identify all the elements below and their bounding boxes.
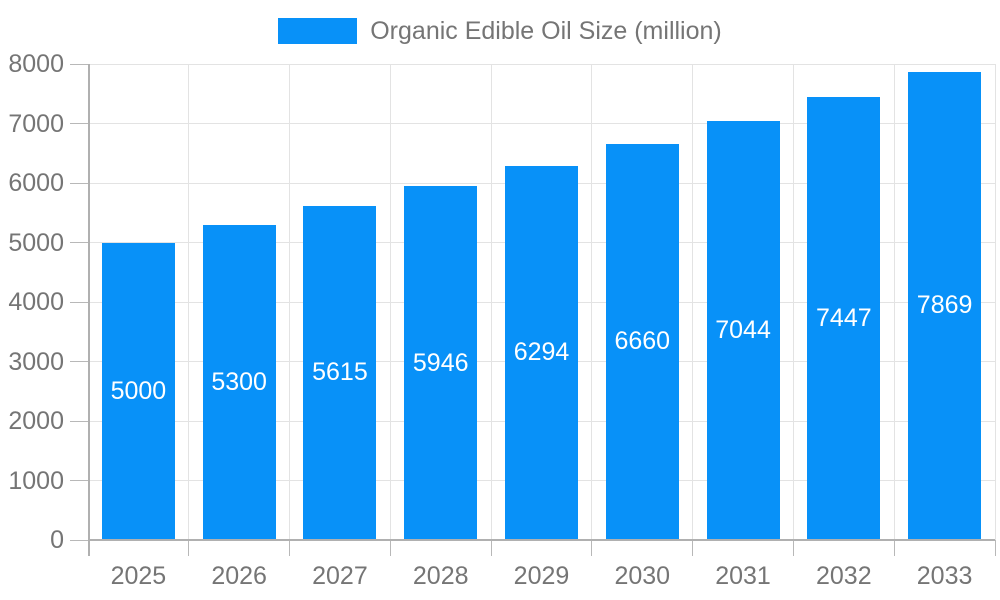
y-axis-label: 0: [50, 526, 64, 554]
y-axis-label: 6000: [8, 169, 64, 197]
y-axis-tick: [70, 480, 88, 481]
legend[interactable]: Organic Edible Oil Size (million): [0, 17, 1000, 45]
y-axis-label: 7000: [8, 109, 64, 138]
gridline-horizontal: [88, 63, 995, 65]
bar-2027[interactable]: 5615: [303, 205, 377, 540]
gridline-vertical: [792, 64, 794, 540]
bar-value-label: 7044: [715, 315, 771, 344]
bar-2026[interactable]: 5300: [202, 224, 276, 540]
bar-2032[interactable]: 7447: [807, 96, 881, 540]
bar-value-label: 7447: [816, 303, 872, 332]
x-axis-tick: [188, 540, 190, 556]
bar-2025[interactable]: 5000: [101, 242, 175, 540]
x-axis-tick: [389, 540, 391, 556]
x-axis-tick: [893, 540, 895, 556]
x-axis-label: 2027: [312, 562, 368, 590]
gridline-horizontal: [88, 123, 995, 124]
bar-value-label: 5615: [312, 358, 368, 387]
x-axis-tick: [792, 540, 794, 556]
x-axis-label: 2029: [513, 562, 570, 590]
bar-2031[interactable]: 7044: [706, 120, 780, 540]
gridline-vertical: [994, 64, 996, 540]
legend-swatch-icon: [278, 18, 358, 44]
bar-value-label: 7869: [916, 291, 973, 320]
x-axis-label: 2031: [715, 562, 771, 590]
bar-value-label: 5300: [211, 367, 267, 396]
y-axis-line: [88, 64, 90, 556]
y-axis-label: 1000: [8, 466, 64, 495]
y-axis-label: 5000: [8, 228, 64, 257]
y-axis-tick: [70, 420, 88, 422]
bar-value-label: 6294: [513, 338, 570, 367]
y-axis-tick: [70, 242, 88, 243]
y-axis-tick: [70, 301, 88, 303]
gridline-vertical: [389, 64, 391, 540]
y-axis-label: 8000: [8, 50, 64, 78]
bar-2033[interactable]: 7869: [908, 71, 982, 540]
y-axis-label: 3000: [8, 347, 64, 376]
bar-value-label: 5000: [110, 376, 167, 405]
y-axis-tick: [70, 539, 88, 541]
gridline-vertical: [591, 64, 593, 540]
x-axis-label: 2033: [916, 562, 973, 590]
gridline-vertical: [188, 64, 190, 540]
legend-label: Organic Edible Oil Size (million): [370, 16, 722, 45]
x-axis-tick: [490, 540, 492, 556]
y-axis-tick: [70, 123, 88, 124]
x-axis-label: 2032: [816, 562, 872, 590]
gridline-vertical: [692, 64, 694, 540]
x-axis-tick: [591, 540, 593, 556]
gridline-vertical: [289, 64, 291, 540]
bar-value-label: 5946: [412, 348, 469, 377]
x-axis-tick: [289, 540, 291, 556]
bar-2029[interactable]: 6294: [505, 165, 578, 540]
y-axis-label: 4000: [8, 288, 64, 316]
x-axis-label: 2025: [110, 562, 167, 590]
y-axis-label: 2000: [8, 407, 64, 435]
bar-value-label: 6660: [614, 327, 671, 356]
x-axis-tick: [994, 540, 996, 556]
y-axis-tick: [70, 361, 88, 362]
y-axis-tick: [70, 182, 88, 184]
y-axis-tick: [70, 63, 88, 65]
x-axis-label: 2030: [614, 562, 671, 590]
x-axis-tick: [692, 540, 694, 556]
x-axis-line: [88, 539, 995, 541]
gridline-vertical: [490, 64, 492, 540]
x-axis-label: 2028: [412, 562, 469, 590]
bar-2030[interactable]: 6660: [605, 143, 679, 540]
bar-2028[interactable]: 5946: [404, 186, 478, 540]
gridline-vertical: [893, 64, 895, 540]
x-axis-label: 2026: [211, 562, 267, 590]
plot-area: 0 1000 2000 3000 4000 5000 6000 7000 8000 2025 202…: [8, 50, 996, 590]
